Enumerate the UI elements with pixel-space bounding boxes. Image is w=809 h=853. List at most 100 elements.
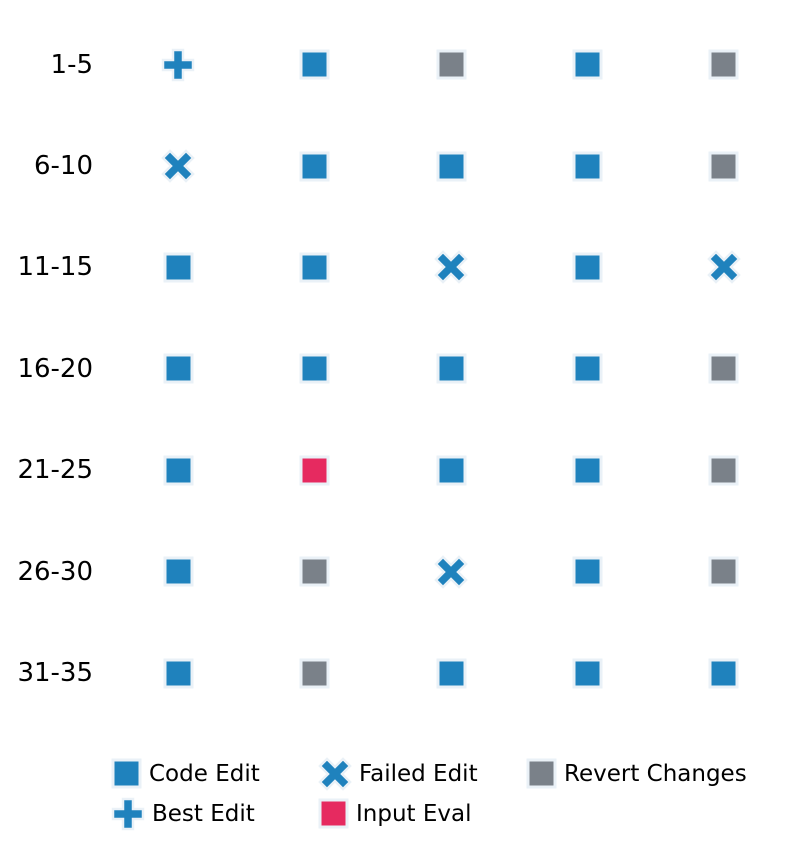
- cell: [110, 148, 246, 184]
- failed-edit-legend-marker-icon: [318, 756, 352, 791]
- cell: [110, 454, 246, 487]
- cell: [656, 148, 792, 184]
- failed-edit-marker-icon: [434, 554, 468, 589]
- code-edit-marker-icon: [163, 455, 194, 486]
- cell: [383, 454, 519, 487]
- row-label: 6-10: [33, 151, 93, 182]
- cell: [110, 249, 246, 285]
- chart-row-6-10: 6-10: [0, 115, 809, 216]
- code-edit-marker-icon: [299, 252, 330, 283]
- chart-row-16-20: 16-20: [0, 318, 809, 419]
- input-eval-legend-marker-icon: [318, 798, 349, 829]
- cell: [656, 249, 792, 285]
- cell: [383, 249, 519, 285]
- legend-label: Best Edit: [152, 800, 255, 827]
- legend-item-best-edit: Best Edit: [110, 796, 317, 832]
- cell: [110, 47, 246, 83]
- revert-changes-marker-icon: [708, 49, 739, 80]
- cell: [519, 47, 655, 83]
- row-label: 21-25: [17, 455, 93, 486]
- legend-row: Best Edit Input Eval: [110, 794, 809, 834]
- legend-item-code-edit: Code Edit: [110, 757, 317, 790]
- code-edit-marker-icon: [572, 151, 603, 182]
- failed-edit-marker-icon: [434, 250, 468, 285]
- revert-changes-marker-icon: [708, 151, 739, 182]
- code-edit-marker-icon: [163, 658, 194, 689]
- code-edit-marker-icon: [708, 658, 739, 689]
- code-edit-marker-icon: [436, 151, 467, 182]
- revert-changes-legend-marker-icon: [526, 758, 557, 789]
- cell: [519, 554, 655, 590]
- best-edit-legend-marker-icon: [111, 797, 145, 830]
- legend-label: Revert Changes: [564, 760, 747, 787]
- cell: [246, 657, 382, 690]
- code-edit-marker-icon: [436, 658, 467, 689]
- row-cells: [110, 249, 792, 285]
- code-edit-marker-icon: [572, 252, 603, 283]
- cell: [246, 148, 382, 184]
- row-cells: [110, 352, 792, 385]
- cell: [246, 249, 382, 285]
- code-edit-marker-icon: [572, 556, 603, 587]
- revert-changes-marker-icon: [708, 353, 739, 384]
- row-label: 31-35: [17, 658, 93, 689]
- failed-edit-marker-icon: [161, 149, 195, 183]
- code-edit-marker-icon: [572, 49, 603, 80]
- code-edit-marker-icon: [572, 658, 603, 689]
- row-label: 16-20: [17, 353, 93, 384]
- legend-item-failed-edit: Failed Edit: [317, 756, 525, 792]
- legend-item-input-eval: Input Eval: [317, 797, 525, 830]
- chart-row-11-15: 11-15: [0, 217, 809, 318]
- chart-row-1-5: 1-5: [0, 14, 809, 115]
- cell: [656, 554, 792, 590]
- code-edit-marker-icon: [436, 455, 467, 486]
- chart-row-31-35: 31-35: [0, 622, 809, 723]
- cell: [383, 47, 519, 83]
- code-edit-marker-icon: [572, 455, 603, 486]
- best-edit-marker-icon: [161, 48, 195, 81]
- cell: [383, 352, 519, 385]
- code-edit-marker-icon: [299, 353, 330, 384]
- cell: [110, 352, 246, 385]
- cell: [656, 47, 792, 83]
- cell: [383, 148, 519, 184]
- cell: [246, 47, 382, 83]
- revert-changes-marker-icon: [708, 455, 739, 486]
- cell: [110, 657, 246, 690]
- cell: [519, 249, 655, 285]
- row-cells: [110, 47, 792, 83]
- revert-changes-marker-icon: [299, 658, 330, 689]
- failed-edit-marker-icon: [707, 250, 741, 285]
- legend-label: Code Edit: [149, 760, 260, 787]
- chart-row-26-30: 26-30: [0, 521, 809, 622]
- cell: [519, 148, 655, 184]
- cell: [519, 352, 655, 385]
- revert-changes-marker-icon: [299, 556, 330, 587]
- legend-row: Code Edit Failed Edit Revert Changes: [110, 754, 809, 794]
- code-edit-legend-marker-icon: [111, 758, 142, 789]
- row-cells: [110, 554, 792, 590]
- row-label: 1-5: [50, 49, 93, 80]
- code-edit-marker-icon: [299, 49, 330, 80]
- cell: [656, 454, 792, 487]
- legend: Code Edit Failed Edit Revert Changes Best E…: [110, 754, 809, 834]
- input-eval-marker-icon: [299, 455, 330, 486]
- cell: [246, 352, 382, 385]
- row-label: 11-15: [17, 252, 93, 283]
- cell: [656, 352, 792, 385]
- row-label: 26-30: [17, 556, 93, 587]
- row-cells: [110, 454, 792, 487]
- cell: [246, 554, 382, 590]
- code-edit-marker-icon: [163, 353, 194, 384]
- cell: [656, 657, 792, 690]
- revert-changes-marker-icon: [436, 49, 467, 80]
- code-edit-marker-icon: [163, 252, 194, 283]
- legend-item-revert-changes: Revert Changes: [525, 757, 747, 790]
- cell: [246, 454, 382, 487]
- code-edit-marker-icon: [163, 556, 194, 587]
- code-edit-marker-icon: [299, 151, 330, 182]
- row-cells: [110, 657, 792, 690]
- cell: [110, 554, 246, 590]
- code-edit-marker-icon: [572, 353, 603, 384]
